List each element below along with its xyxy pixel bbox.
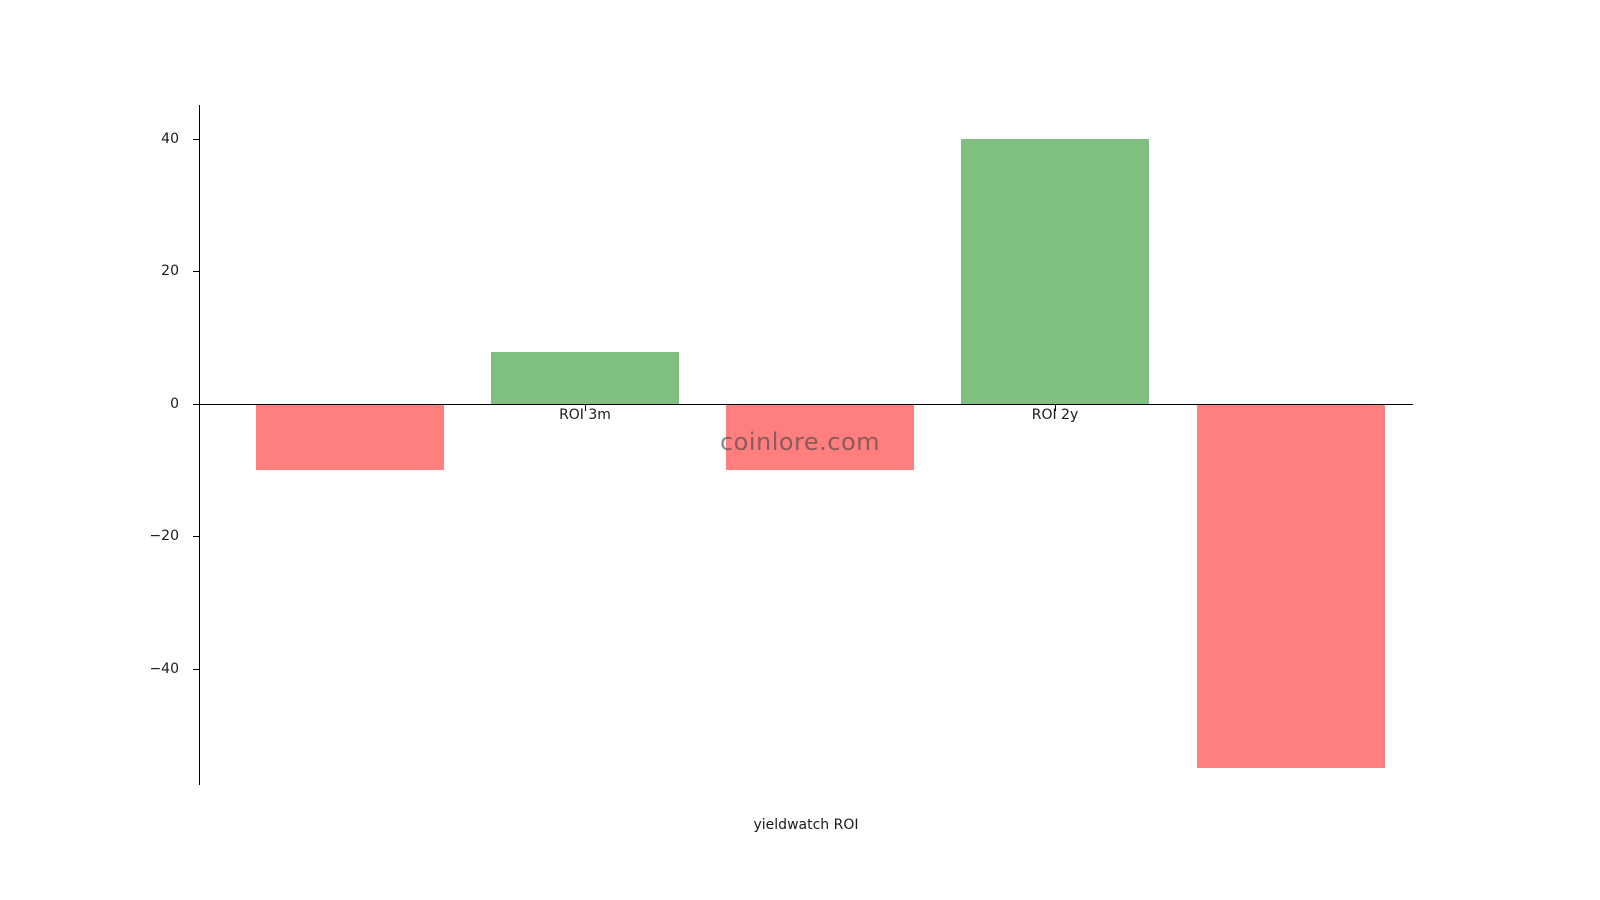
y-tick-label: 0 [170, 396, 179, 412]
bar-4-positive [961, 139, 1149, 404]
y-tick-label: −20 [149, 528, 179, 544]
y-tick-label: 40 [161, 131, 179, 147]
y-tick-mark [193, 536, 199, 537]
x-tick-mark [585, 405, 586, 411]
x-tick-label: ROI 2y [1031, 407, 1079, 423]
watermark-text: coinlore.com [719, 428, 881, 456]
x-axis-zero-line [199, 404, 1413, 405]
y-tick-label: 20 [161, 263, 179, 279]
bar-5-negative [1197, 405, 1385, 768]
bar-2-positive [491, 352, 679, 404]
y-tick-mark [193, 669, 199, 670]
x-tick-mark [1055, 405, 1056, 411]
y-axis-spine [199, 105, 200, 785]
x-tick-label: ROI 3m [559, 407, 611, 423]
y-tick-label: −40 [149, 661, 179, 677]
x-axis-title: yieldwatch ROI [753, 817, 859, 833]
y-tick-mark [193, 404, 199, 405]
y-tick-mark [193, 271, 199, 272]
plot-area: 40 20 0 −20 −40 ROI 3m ROI 2y [149, 105, 1413, 785]
bar-3-negative [726, 405, 914, 470]
bar-1-negative [256, 405, 444, 470]
y-tick-mark [193, 139, 199, 140]
